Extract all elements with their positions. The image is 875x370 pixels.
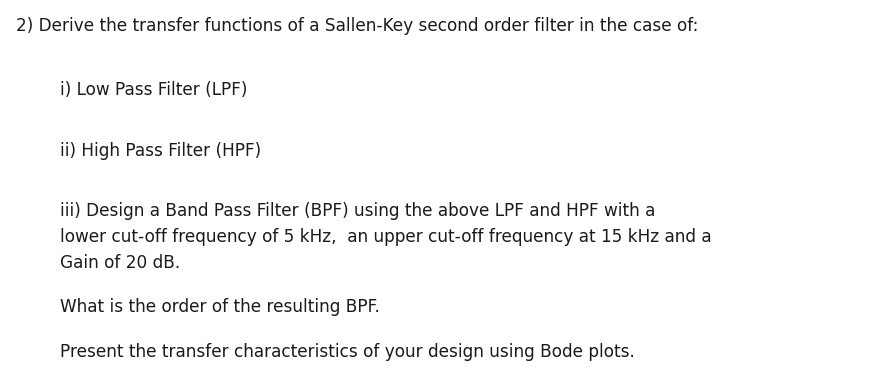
Text: What is the order of the resulting BPF.: What is the order of the resulting BPF. — [60, 298, 380, 316]
Text: Present the transfer characteristics of your design using Bode plots.: Present the transfer characteristics of … — [60, 343, 634, 361]
Text: ii) High Pass Filter (HPF): ii) High Pass Filter (HPF) — [60, 142, 261, 161]
Text: i) Low Pass Filter (LPF): i) Low Pass Filter (LPF) — [60, 81, 247, 100]
Text: 2) Derive the transfer functions of a Sallen-Key second order filter in the case: 2) Derive the transfer functions of a Sa… — [16, 17, 698, 35]
Text: iii) Design a Band Pass Filter (BPF) using the above LPF and HPF with a
lower cu: iii) Design a Band Pass Filter (BPF) usi… — [60, 202, 711, 272]
